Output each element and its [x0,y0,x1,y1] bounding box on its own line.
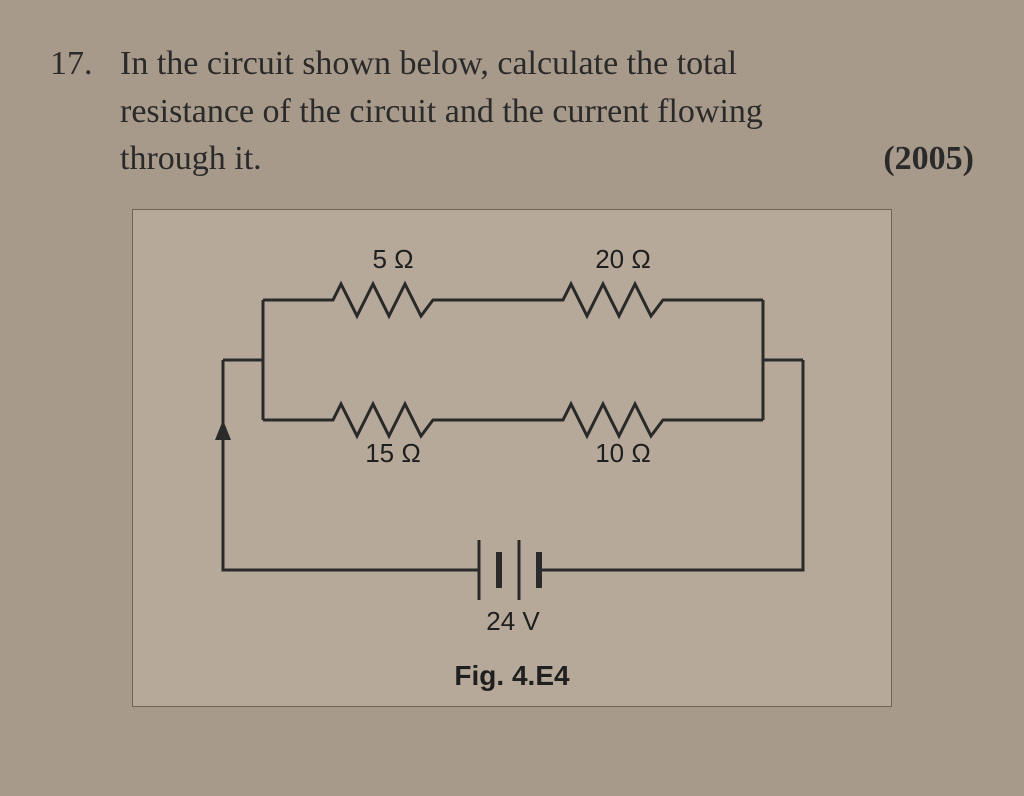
resistor-top-left-icon [263,284,493,316]
question-line-1: In the circuit shown below, calculate th… [120,45,737,82]
question-text: In the circuit shown below, calculate th… [120,40,974,183]
resistor-top-right-label: 20 Ω [595,244,651,274]
question-number: 17. [50,40,106,88]
battery-icon [463,540,563,600]
figure-caption: Fig. 4.E4 [163,660,861,692]
circuit-panel: 24 V 5 Ω 20 Ω 15 Ω [132,209,892,707]
resistor-bottom-right-icon [493,404,763,436]
question-line-3: through it. [120,140,262,177]
voltage-label: 24 V [486,606,540,636]
resistor-top-left-label: 5 Ω [372,244,413,274]
question-line-2: resistance of the circuit and the curren… [120,93,763,130]
resistor-bottom-right-label: 10 Ω [595,438,651,468]
resistor-bottom-left-icon [263,404,493,436]
question-year: (2005) [883,135,974,183]
page-scan: 17. In the circuit shown below, calculat… [0,0,1024,747]
resistor-bottom-left-label: 15 Ω [365,438,421,468]
question-block: 17. In the circuit shown below, calculat… [50,40,974,183]
circuit-diagram: 24 V 5 Ω 20 Ω 15 Ω [163,230,863,650]
resistor-top-right-icon [493,284,763,316]
